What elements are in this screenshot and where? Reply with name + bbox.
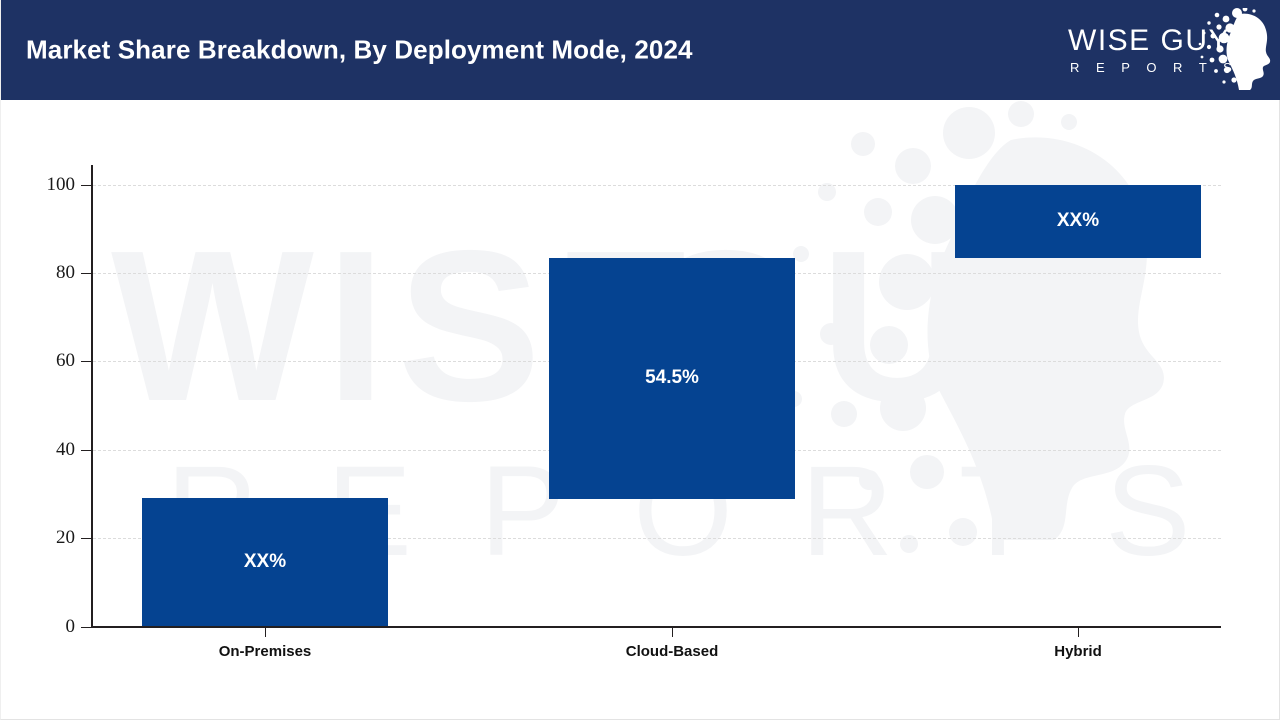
bar-label-on-premises: XX% bbox=[243, 551, 287, 572]
bar-label-hybrid: XX% bbox=[1056, 210, 1100, 231]
y-tick-mark-80 bbox=[81, 273, 92, 274]
x-tick-label-hybrid: Hybrid bbox=[1054, 643, 1102, 660]
y-tick-label-20: 20 bbox=[56, 527, 75, 548]
bar-label-cloud-based: 54.5% bbox=[645, 367, 699, 388]
y-tick-label-100: 100 bbox=[46, 174, 76, 195]
page-title: Market Share Breakdown, By Deployment Mo… bbox=[26, 34, 693, 65]
page-header: Market Share Breakdown, By Deployment Mo… bbox=[1, 0, 1280, 100]
x-tick-mark-on-premises bbox=[265, 628, 266, 637]
y-tick-label-60: 60 bbox=[56, 350, 75, 371]
bar-on-premises[interactable] bbox=[142, 498, 388, 627]
gridline-100 bbox=[93, 185, 1221, 186]
x-tick-mark-hybrid bbox=[1078, 628, 1079, 637]
y-tick-label-0: 0 bbox=[65, 616, 76, 637]
chart-plot-area: WISE GUY REPORTS bbox=[1, 100, 1280, 720]
bar-cloud-based[interactable] bbox=[549, 258, 795, 499]
y-tick-mark-60 bbox=[81, 361, 92, 362]
y-tick-label-80: 80 bbox=[56, 262, 75, 283]
y-axis-line bbox=[91, 165, 93, 628]
x-tick-label-on-premises: On-Premises bbox=[218, 643, 312, 660]
x-tick-mark-cloud-based bbox=[672, 628, 673, 637]
y-tick-mark-100 bbox=[81, 185, 92, 186]
x-tick-label-cloud-based: Cloud-Based bbox=[625, 643, 719, 660]
y-tick-label-40: 40 bbox=[56, 439, 75, 460]
y-tick-mark-0 bbox=[81, 627, 92, 628]
bubble-head-silhouette-icon bbox=[1198, 8, 1271, 90]
logo-subtitle: R E P O R T S bbox=[1070, 60, 1239, 75]
gridline-20 bbox=[93, 538, 1221, 539]
y-tick-mark-40 bbox=[81, 450, 92, 451]
brand-logo: WISE GUY R E P O R T S bbox=[1058, 8, 1273, 92]
y-tick-mark-20 bbox=[81, 538, 92, 539]
bar-hybrid[interactable] bbox=[955, 185, 1201, 258]
x-axis-line bbox=[91, 626, 1221, 628]
logo-wordmark: WISE GUY bbox=[1068, 24, 1231, 57]
